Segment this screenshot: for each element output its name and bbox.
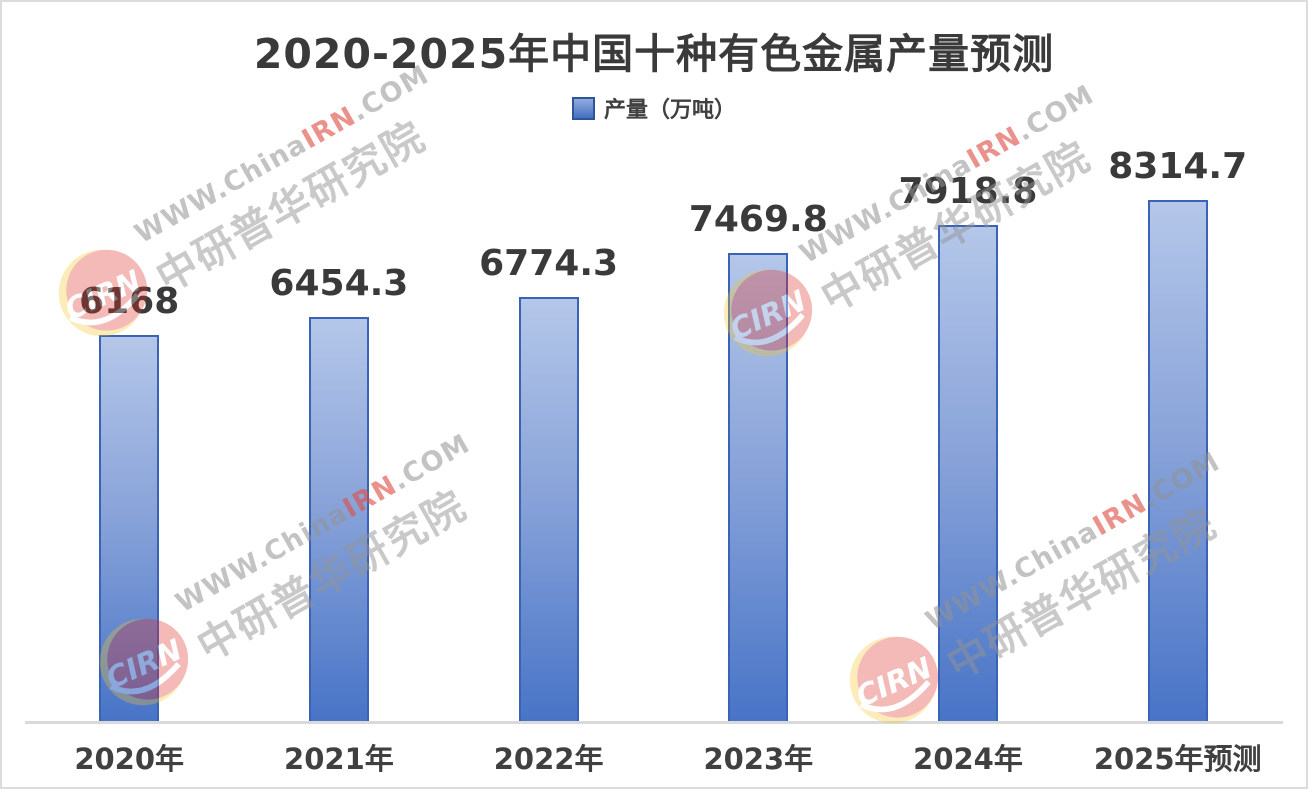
x-axis-category-label: 2023年 <box>703 742 814 776</box>
bar <box>99 334 160 721</box>
x-axis-category-label: 2021年 <box>284 742 394 776</box>
bar-value-label: 6168 <box>24 281 234 322</box>
bar-value-label: 6454.3 <box>269 262 409 304</box>
bar-value-label: 7918.8 <box>898 170 1038 212</box>
bar <box>518 296 579 721</box>
cirn-logo-icon: CIRN <box>99 618 189 706</box>
bar-value-label: 7469.8 <box>688 198 828 240</box>
bar-group: 6454.3 2021年 <box>234 0 444 789</box>
legend-label: 产量（万吨） <box>603 98 736 123</box>
chart-title: 2020-2025年中国十种有色金属产量预测 <box>253 30 1055 78</box>
bar <box>728 252 789 721</box>
x-axis-category-label: 2025年预测 <box>1093 742 1262 776</box>
bar-group: 7918.8 2024年 <box>863 0 1073 789</box>
bar <box>308 316 369 721</box>
bar-value-label: 8314.7 <box>1108 146 1248 187</box>
x-axis-category-label: 2024年 <box>913 742 1023 776</box>
bar-group: 6168 2020年 <box>24 0 234 789</box>
cirn-logo-icon: CIRN <box>849 636 939 724</box>
x-axis-category-label: 2020年 <box>74 742 185 776</box>
cirn-logo-icon: CIRN <box>723 269 813 357</box>
bar-group: 7469.8 2023年 <box>653 0 863 789</box>
legend: 产量（万吨） <box>0 92 1308 124</box>
x-axis-category-label: 2022年 <box>493 742 604 776</box>
bar <box>1147 200 1208 721</box>
bar-group: 8314.7 2025年预测 <box>1073 0 1283 789</box>
cirn-logo-icon: CIRN <box>58 249 148 337</box>
bar-group: 6774.3 2022年 <box>444 0 654 789</box>
legend-series-marker <box>571 96 595 120</box>
bar <box>938 224 998 721</box>
bar-value-label: 6774.3 <box>479 242 619 284</box>
x-axis-line <box>25 721 1283 724</box>
